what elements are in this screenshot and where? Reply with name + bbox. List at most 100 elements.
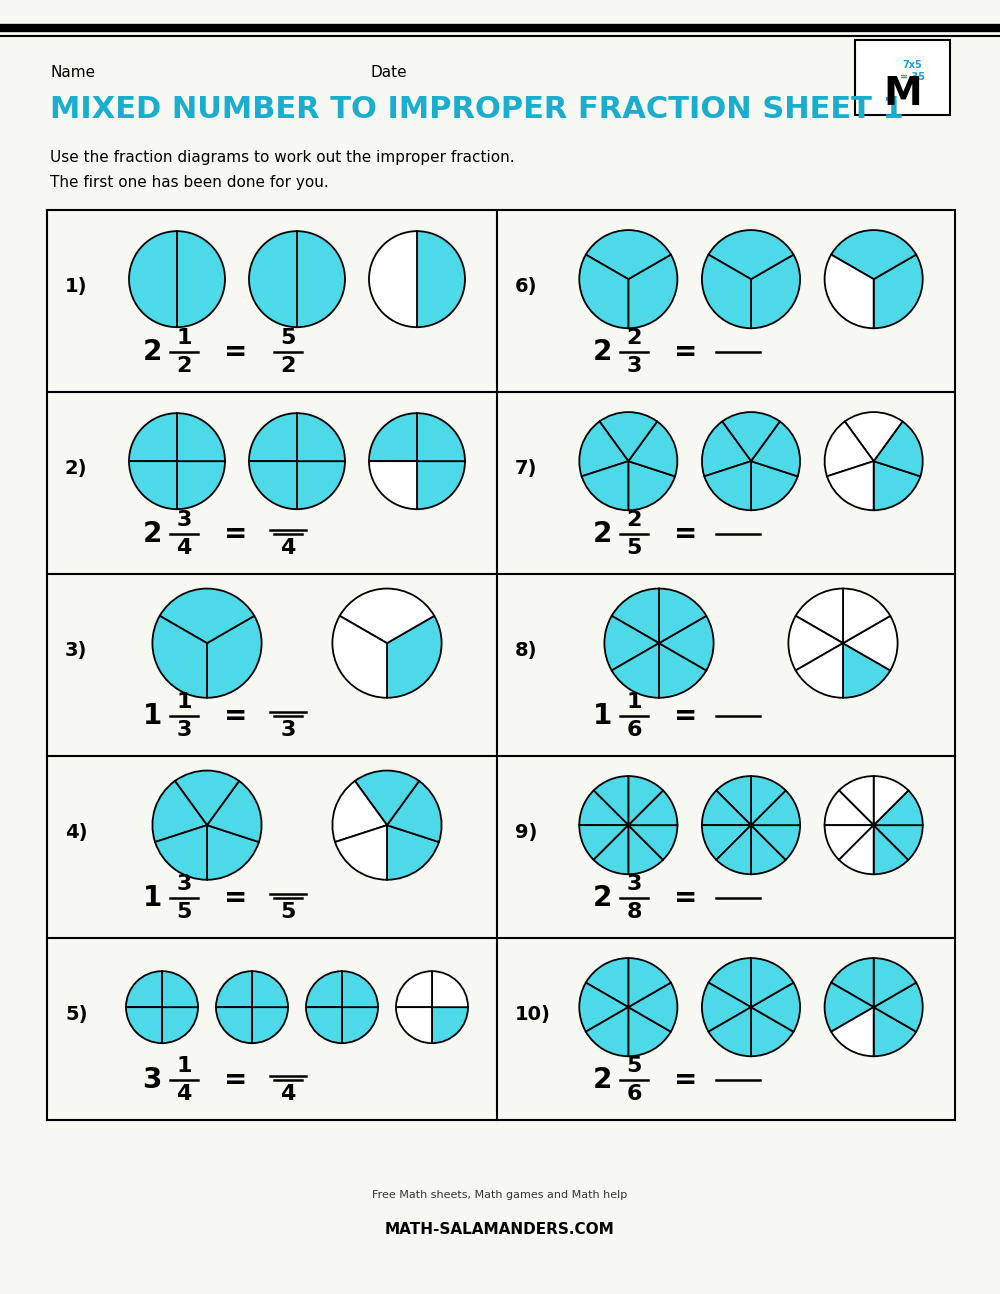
Wedge shape — [387, 826, 439, 880]
Wedge shape — [177, 413, 225, 461]
Text: 3: 3 — [142, 1066, 162, 1093]
Text: 5: 5 — [626, 1056, 642, 1075]
Text: 1: 1 — [176, 692, 192, 712]
Text: 4): 4) — [65, 823, 88, 842]
Wedge shape — [594, 776, 628, 826]
Wedge shape — [369, 232, 417, 327]
Wedge shape — [628, 461, 675, 510]
Text: 6): 6) — [515, 277, 538, 296]
Wedge shape — [843, 616, 898, 670]
Text: 3: 3 — [176, 719, 192, 740]
Text: 2: 2 — [592, 520, 612, 547]
Wedge shape — [628, 958, 671, 1007]
Text: 4: 4 — [280, 1084, 296, 1104]
Wedge shape — [874, 958, 916, 1007]
Wedge shape — [702, 826, 751, 859]
Text: =: = — [674, 338, 698, 366]
Text: 7): 7) — [515, 459, 537, 477]
Wedge shape — [432, 1007, 468, 1043]
Wedge shape — [874, 422, 923, 476]
Wedge shape — [874, 982, 923, 1031]
Wedge shape — [751, 826, 800, 859]
Wedge shape — [612, 643, 659, 697]
Text: 7x5
= 35: 7x5 = 35 — [900, 60, 924, 82]
Wedge shape — [249, 232, 297, 327]
Wedge shape — [340, 589, 434, 643]
Wedge shape — [839, 776, 874, 826]
Wedge shape — [207, 826, 259, 880]
Wedge shape — [297, 232, 345, 327]
Wedge shape — [582, 461, 628, 510]
Wedge shape — [332, 616, 387, 697]
Wedge shape — [628, 791, 677, 826]
Wedge shape — [788, 616, 843, 670]
Text: =: = — [674, 520, 698, 547]
Text: =: = — [224, 884, 248, 912]
Wedge shape — [825, 982, 874, 1031]
Text: 10): 10) — [515, 1005, 551, 1024]
Wedge shape — [874, 255, 923, 329]
Wedge shape — [659, 589, 706, 643]
Wedge shape — [249, 413, 297, 461]
Wedge shape — [628, 255, 677, 329]
Wedge shape — [709, 958, 751, 1007]
Wedge shape — [843, 643, 890, 697]
Wedge shape — [704, 461, 751, 510]
Wedge shape — [579, 791, 628, 826]
Wedge shape — [628, 982, 677, 1031]
Wedge shape — [702, 422, 751, 476]
Text: 2: 2 — [592, 1066, 612, 1093]
Wedge shape — [751, 958, 793, 1007]
Text: 5): 5) — [65, 1005, 88, 1024]
Text: 2): 2) — [65, 459, 88, 477]
Wedge shape — [249, 461, 297, 509]
Wedge shape — [579, 982, 628, 1031]
Text: =: = — [224, 338, 248, 366]
Wedge shape — [129, 413, 177, 461]
Wedge shape — [177, 232, 225, 327]
Wedge shape — [126, 1007, 162, 1043]
Wedge shape — [177, 461, 225, 509]
Wedge shape — [845, 411, 903, 461]
Wedge shape — [874, 791, 923, 826]
Wedge shape — [825, 791, 874, 826]
Wedge shape — [709, 230, 793, 280]
Wedge shape — [297, 413, 345, 461]
Wedge shape — [659, 643, 706, 697]
Wedge shape — [417, 413, 465, 461]
Wedge shape — [417, 232, 465, 327]
Wedge shape — [175, 770, 239, 826]
Text: =: = — [224, 701, 248, 730]
Wedge shape — [306, 1007, 342, 1043]
Wedge shape — [839, 826, 874, 875]
Wedge shape — [152, 616, 207, 697]
Text: 8: 8 — [626, 902, 642, 921]
Wedge shape — [874, 461, 920, 510]
Wedge shape — [396, 972, 432, 1007]
Wedge shape — [831, 958, 874, 1007]
Wedge shape — [751, 422, 800, 476]
Wedge shape — [722, 411, 780, 461]
Wedge shape — [252, 1007, 288, 1043]
Wedge shape — [387, 782, 442, 842]
Wedge shape — [579, 255, 628, 329]
Text: 4: 4 — [176, 538, 192, 558]
Text: 3: 3 — [626, 873, 642, 894]
Wedge shape — [751, 826, 786, 875]
Wedge shape — [432, 972, 468, 1007]
Text: Use the fraction diagrams to work out the improper fraction.: Use the fraction diagrams to work out th… — [50, 150, 515, 166]
Wedge shape — [129, 232, 177, 327]
Text: Date: Date — [370, 65, 407, 80]
Wedge shape — [702, 255, 751, 329]
Text: 2: 2 — [592, 338, 612, 366]
Wedge shape — [702, 982, 751, 1031]
Text: 3: 3 — [626, 356, 642, 377]
Wedge shape — [796, 589, 843, 643]
Text: =: = — [224, 520, 248, 547]
Text: 5: 5 — [176, 902, 192, 921]
Text: 2: 2 — [592, 884, 612, 912]
Wedge shape — [709, 1007, 751, 1056]
Text: 3: 3 — [176, 510, 192, 531]
Wedge shape — [825, 255, 874, 329]
Wedge shape — [874, 776, 908, 826]
